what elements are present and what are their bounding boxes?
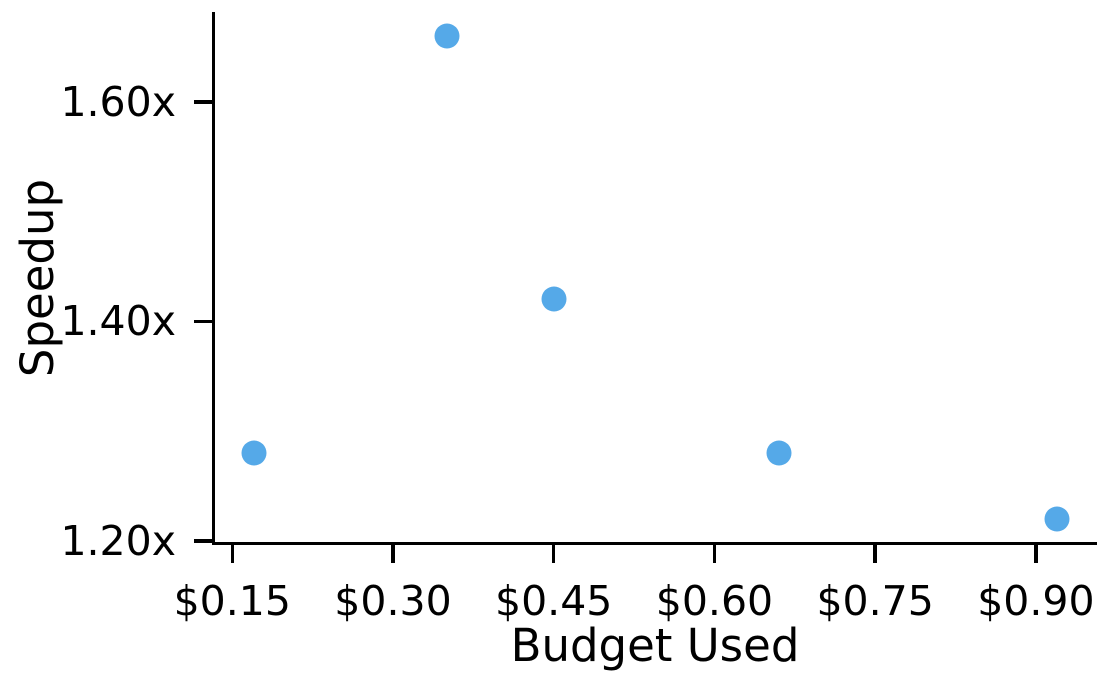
x-tick-label: $0.60 [655, 577, 774, 625]
x-tick-label: $0.30 [334, 577, 452, 625]
y-tick-mark [193, 539, 212, 543]
x-tick-mark [551, 545, 556, 563]
y-tick-label: 1.40x [60, 297, 176, 346]
x-tick-label: $0.90 [977, 577, 1095, 625]
data-point [541, 286, 567, 312]
y-tick-label: 1.60x [60, 77, 176, 126]
x-tick-mark [391, 545, 395, 563]
y-tick-label: 1.20x [60, 516, 176, 565]
x-tick-label: $0.75 [816, 577, 934, 625]
data-point [434, 23, 460, 49]
y-tick-mark [193, 319, 212, 324]
data-point [241, 440, 267, 466]
x-axis-line [211, 541, 1098, 546]
data-point [766, 440, 792, 466]
x-tick-mark [1034, 545, 1038, 563]
x-tick-label: $0.45 [495, 577, 613, 625]
x-tick-label: $0.15 [173, 577, 291, 625]
x-tick-mark [230, 545, 234, 563]
x-tick-mark [873, 545, 877, 563]
data-point [1044, 506, 1070, 532]
y-axis-label: Speedup [11, 178, 64, 378]
y-axis-line [211, 12, 216, 545]
x-tick-mark [712, 545, 717, 563]
y-tick-mark [193, 100, 212, 104]
x-axis-label: Budget Used [510, 619, 800, 672]
